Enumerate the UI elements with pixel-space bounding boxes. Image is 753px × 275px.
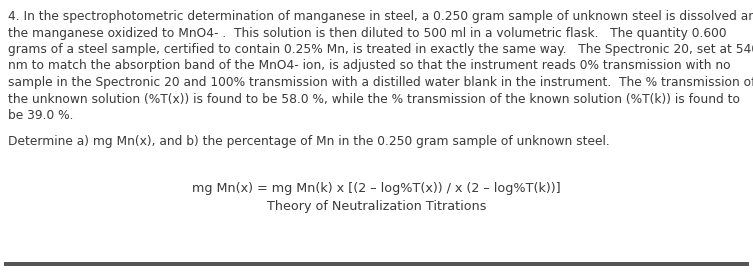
Text: grams of a steel sample, certified to contain 0.25% Mn, is treated in exactly th: grams of a steel sample, certified to co… xyxy=(8,43,753,56)
Text: Determine a) mg Mn(x), and b) the percentage of Mn in the 0.250 gram sample of u: Determine a) mg Mn(x), and b) the percen… xyxy=(8,136,610,148)
Text: the unknown solution (%T(x)) is found to be 58.0 %, while the % transmission of : the unknown solution (%T(x)) is found to… xyxy=(8,92,740,106)
Text: be 39.0 %.: be 39.0 %. xyxy=(8,109,74,122)
Text: the manganese oxidized to MnO4- .  This solution is then diluted to 500 ml in a : the manganese oxidized to MnO4- . This s… xyxy=(8,26,727,40)
Text: 4. In the spectrophotometric determination of manganese in steel, a 0.250 gram s: 4. In the spectrophotometric determinati… xyxy=(8,10,753,23)
Text: sample in the Spectronic 20 and 100% transmission with a distilled water blank i: sample in the Spectronic 20 and 100% tra… xyxy=(8,76,753,89)
Text: Theory of Neutralization Titrations: Theory of Neutralization Titrations xyxy=(267,200,486,213)
Text: nm to match the absorption band of the MnO4- ion, is adjusted so that the instru: nm to match the absorption band of the M… xyxy=(8,59,730,73)
Text: mg Mn(x) = mg Mn(k) x [(2 – log%T(x)) / x (2 – log%T(k))]: mg Mn(x) = mg Mn(k) x [(2 – log%T(x)) / … xyxy=(192,182,561,195)
